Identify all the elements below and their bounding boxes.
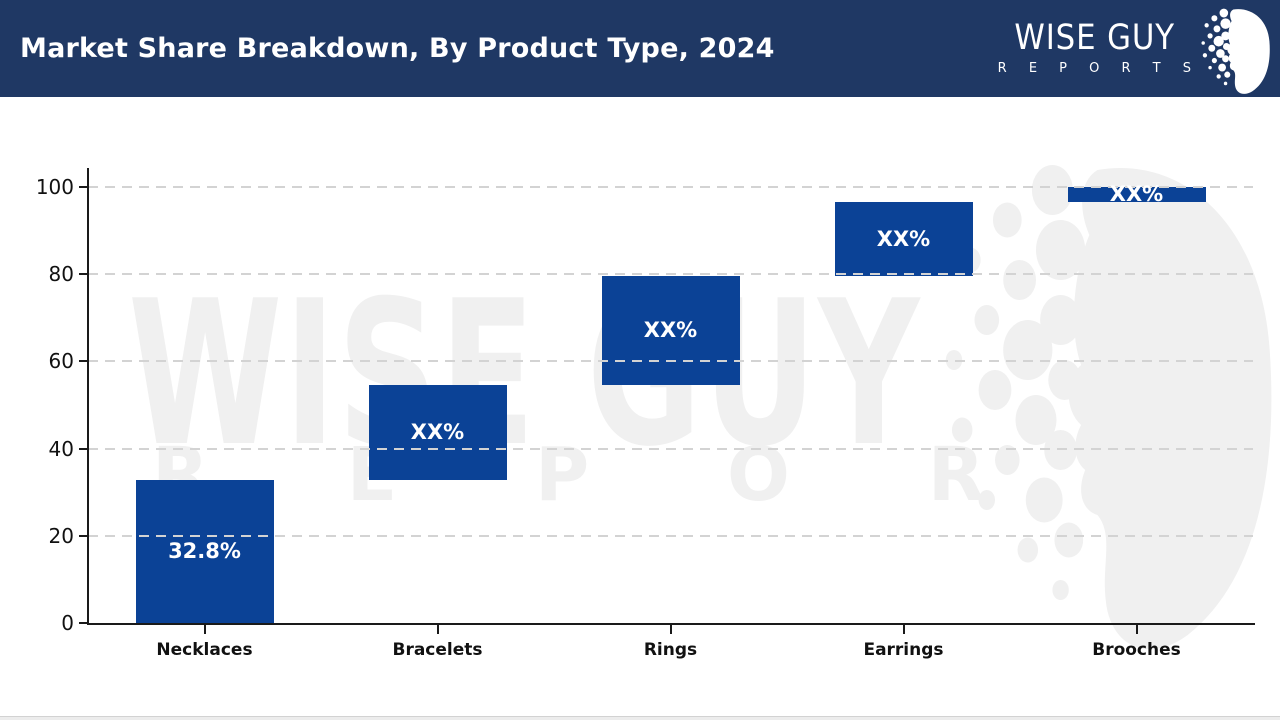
- bar-value-label: XX%: [410, 420, 465, 445]
- bar-value-label: XX%: [1109, 182, 1164, 207]
- header-bar: Market Share Breakdown, By Product Type,…: [0, 0, 1280, 97]
- x-axis-category-label: Necklaces: [156, 640, 253, 660]
- y-tick-mark: [79, 273, 88, 276]
- x-axis-line: [87, 623, 1255, 625]
- y-axis-tick-label: 40: [48, 436, 74, 461]
- gridline-60: [88, 360, 1253, 363]
- y-axis-line: [87, 168, 89, 625]
- watermark-text-line1: WISE GUY: [128, 258, 921, 491]
- waterfall-bar-bracelets: [368, 384, 507, 480]
- y-tick-mark: [79, 534, 88, 537]
- waterfall-bar-brooches: [1067, 187, 1206, 202]
- wise-guy-logo-text: WISE GUY R E P O R T S: [989, 18, 1200, 76]
- x-axis-category-label: Brooches: [1092, 640, 1181, 660]
- gridline-20: [88, 534, 1253, 537]
- gridline-80: [88, 273, 1253, 276]
- y-tick-mark: [79, 622, 88, 624]
- x-tick-mark: [436, 625, 439, 634]
- x-tick-mark: [902, 625, 905, 634]
- wise-guy-logo-head-icon: [1201, 8, 1270, 94]
- y-tick-mark: [79, 186, 88, 188]
- chart-title: Market Share Breakdown, By Product Type,…: [20, 33, 775, 64]
- x-axis-category-label: Rings: [643, 640, 698, 660]
- y-axis-tick-label: 80: [48, 262, 74, 287]
- watermark-head-icon: [945, 165, 1272, 650]
- y-tick-mark: [79, 360, 88, 363]
- y-axis-tick-label: 0: [61, 611, 74, 635]
- footer-strip: [0, 716, 1280, 720]
- bar-value-label: XX%: [876, 226, 931, 251]
- y-axis-tick-label: 100: [35, 175, 74, 199]
- x-tick-mark: [203, 625, 206, 634]
- waterfall-bar-necklaces: [135, 479, 274, 623]
- wise-guy-logo: WISE GUY R E P O R T S: [998, 4, 1272, 94]
- x-tick-mark: [1135, 625, 1138, 634]
- y-tick-mark: [79, 447, 88, 450]
- logo-wordmark: WISE GUY: [1014, 18, 1175, 58]
- bar-value-label: 32.8%: [168, 539, 241, 564]
- gridline-100: [88, 186, 1253, 188]
- x-axis-category-label: Bracelets: [392, 640, 483, 660]
- gridline-40: [88, 447, 1253, 450]
- x-axis-category-label: Earrings: [863, 640, 944, 660]
- y-axis-tick-label: 60: [48, 349, 74, 374]
- waterfall-bar-earrings: [834, 201, 973, 276]
- logo-subtitle: R E P O R T S: [997, 61, 1200, 76]
- x-tick-mark: [669, 625, 672, 634]
- waterfall-bar-rings: [601, 275, 740, 385]
- y-axis-tick-label: 20: [48, 523, 74, 548]
- bar-value-label: XX%: [643, 318, 698, 343]
